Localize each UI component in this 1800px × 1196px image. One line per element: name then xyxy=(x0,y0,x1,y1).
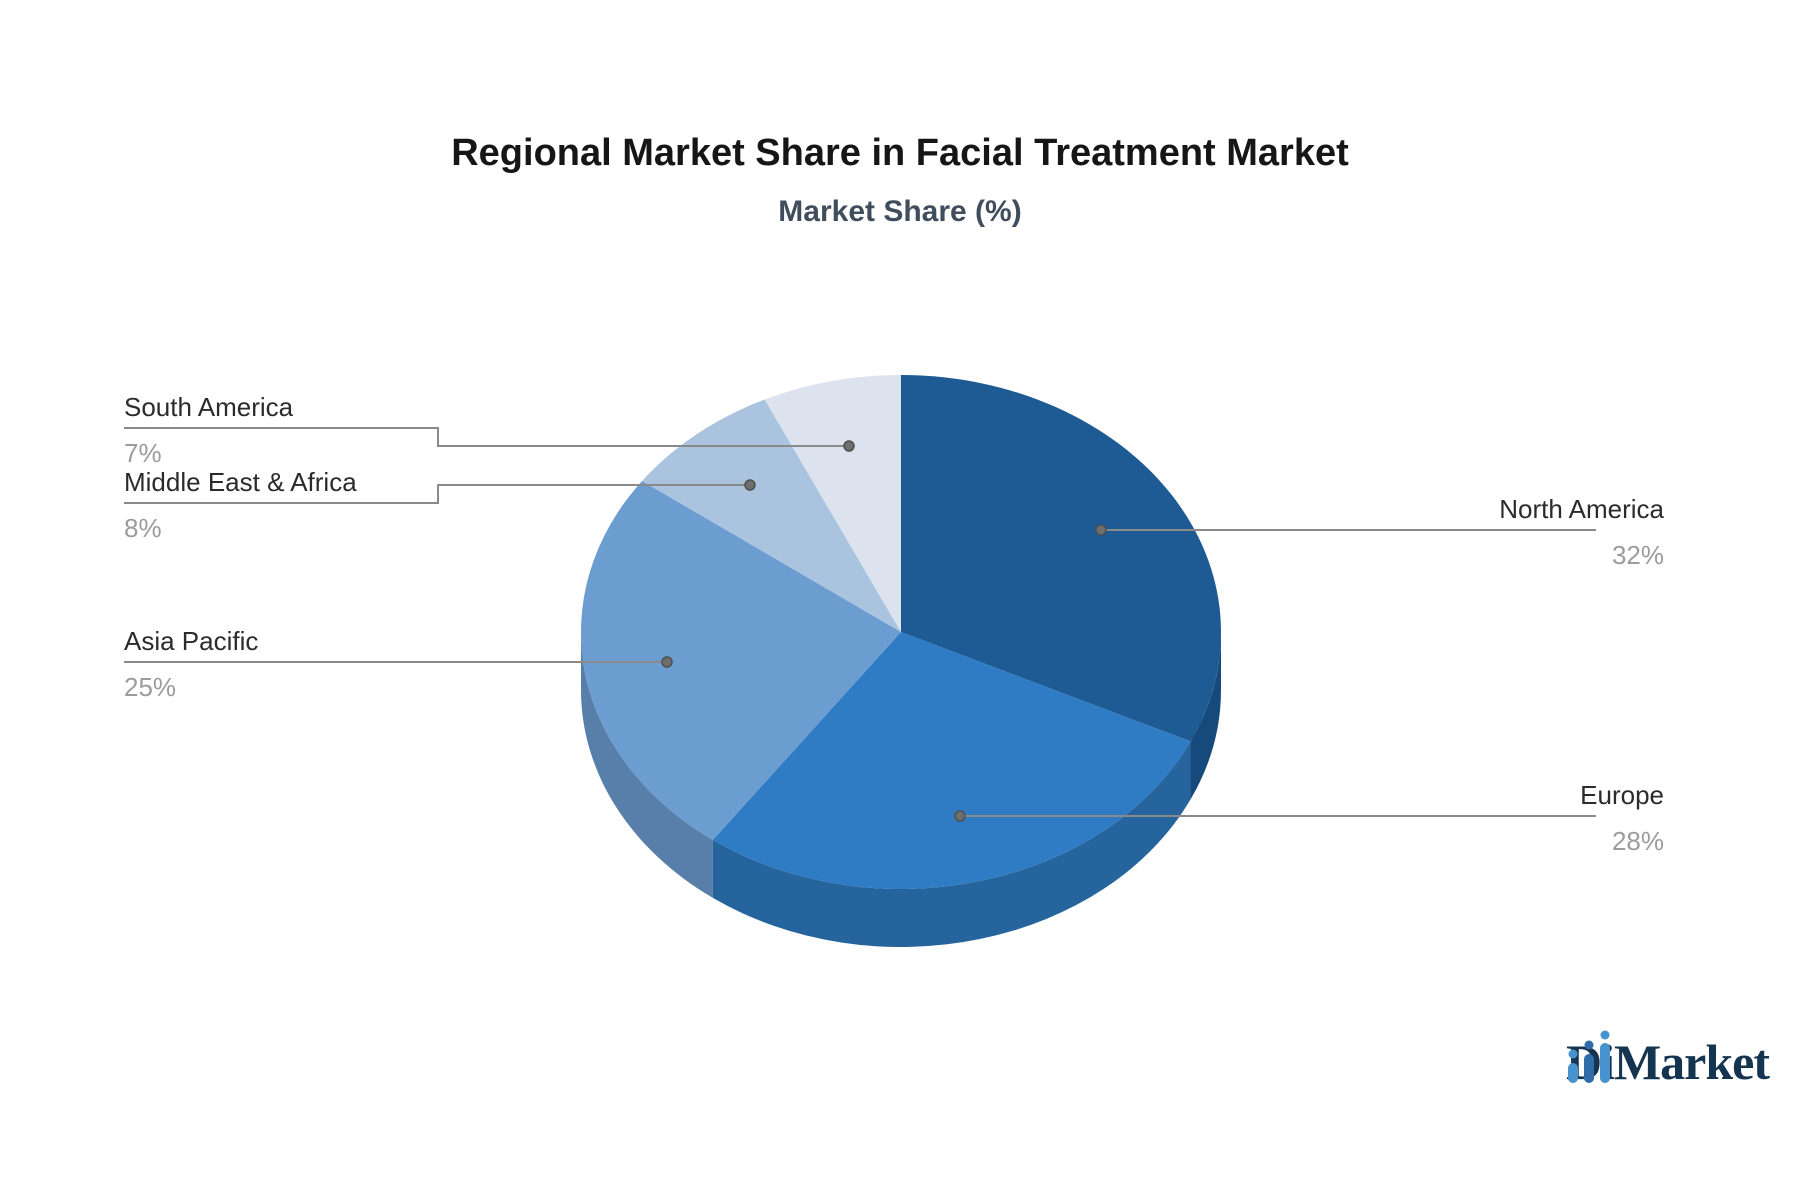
pie-slice-north-america[interactable] xyxy=(901,375,1221,742)
slice-percent-south-america: 7% xyxy=(124,438,162,468)
connector-dot-south-america xyxy=(843,440,855,452)
pie-slice-asia-pacific[interactable] xyxy=(580,480,901,840)
slice-percent-north-america: 32% xyxy=(1611,540,1664,570)
slice-percent-asia-pacific: 25% xyxy=(124,672,177,702)
slice-label-europe: Europe xyxy=(1580,780,1664,810)
slice-label-asia-pacific: Asia Pacific xyxy=(124,626,259,656)
slice-label-middle-east-africa: Middle East & Africa xyxy=(124,467,357,497)
slice-percent-middle-east-africa: 8% xyxy=(124,513,162,543)
pie-slice-middle-east-africa[interactable] xyxy=(642,399,901,632)
connector-dot-europe xyxy=(954,810,966,822)
pie-side-north-america xyxy=(1190,632,1221,800)
chart-title: Regional Market Share in Facial Treatmen… xyxy=(451,132,1349,174)
pie-slice-europe[interactable] xyxy=(712,632,1191,889)
pie-side-europe xyxy=(712,741,1191,948)
dimarket-logo: DiMarket xyxy=(1566,1027,1770,1097)
pie-side-asia-pacific xyxy=(581,632,713,898)
connector-dot-north-america xyxy=(1095,524,1107,536)
chart-subtitle: Market Share (%) xyxy=(778,195,1022,228)
slice-label-south-america: South America xyxy=(124,392,294,422)
slice-percent-europe: 28% xyxy=(1611,826,1664,856)
connector-south-america xyxy=(124,427,849,447)
pie-slice-south-america[interactable] xyxy=(764,375,901,632)
connector-dot-asia-pacific xyxy=(661,656,673,668)
bar-chart-icon xyxy=(1567,1030,1610,1083)
slice-label-north-america: North America xyxy=(1499,494,1664,524)
connector-dot-middle-east-africa xyxy=(744,479,756,491)
connector-middle-east-africa xyxy=(124,484,750,504)
